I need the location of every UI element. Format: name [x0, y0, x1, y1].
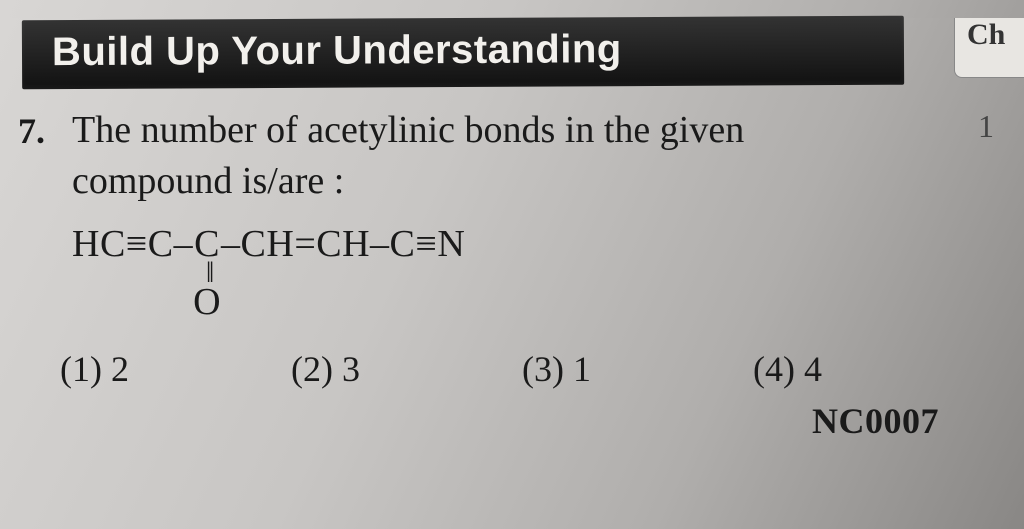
question-text-line1: The number of acetylinic bonds in the gi… — [72, 109, 744, 151]
side-page-number: 1 — [978, 108, 994, 145]
question-block: 7. The number of acetylinic bonds in the… — [18, 105, 964, 208]
option-3[interactable]: (3) 1 — [522, 348, 753, 390]
formula-carbonyl: C‖O — [193, 222, 221, 323]
formula-right: –CH=CH–C≡N — [221, 223, 465, 265]
formula-o: O — [193, 283, 221, 323]
page: Ch Build Up Your Understanding 1 7. The … — [0, 18, 1024, 529]
answer-options: (1) 2 (2) 3 (3) 1 (4) 4 — [60, 348, 984, 390]
formula-left: HC≡C– — [72, 223, 193, 265]
option-1[interactable]: (1) 2 — [60, 348, 291, 390]
question-code: NC0007 — [0, 400, 939, 442]
chemical-formula: HC≡C–C‖O–CH=CH–C≡N — [72, 222, 1024, 323]
question-number: 7. — [18, 105, 72, 156]
question-text: The number of acetylinic bonds in the gi… — [72, 105, 964, 208]
option-4[interactable]: (4) 4 — [753, 348, 984, 390]
section-banner: Build Up Your Understanding — [22, 16, 904, 90]
page-corner-hint: Ch — [954, 18, 1024, 78]
option-2[interactable]: (2) 3 — [291, 348, 522, 390]
question-text-line2: compound is/are : — [72, 160, 344, 202]
